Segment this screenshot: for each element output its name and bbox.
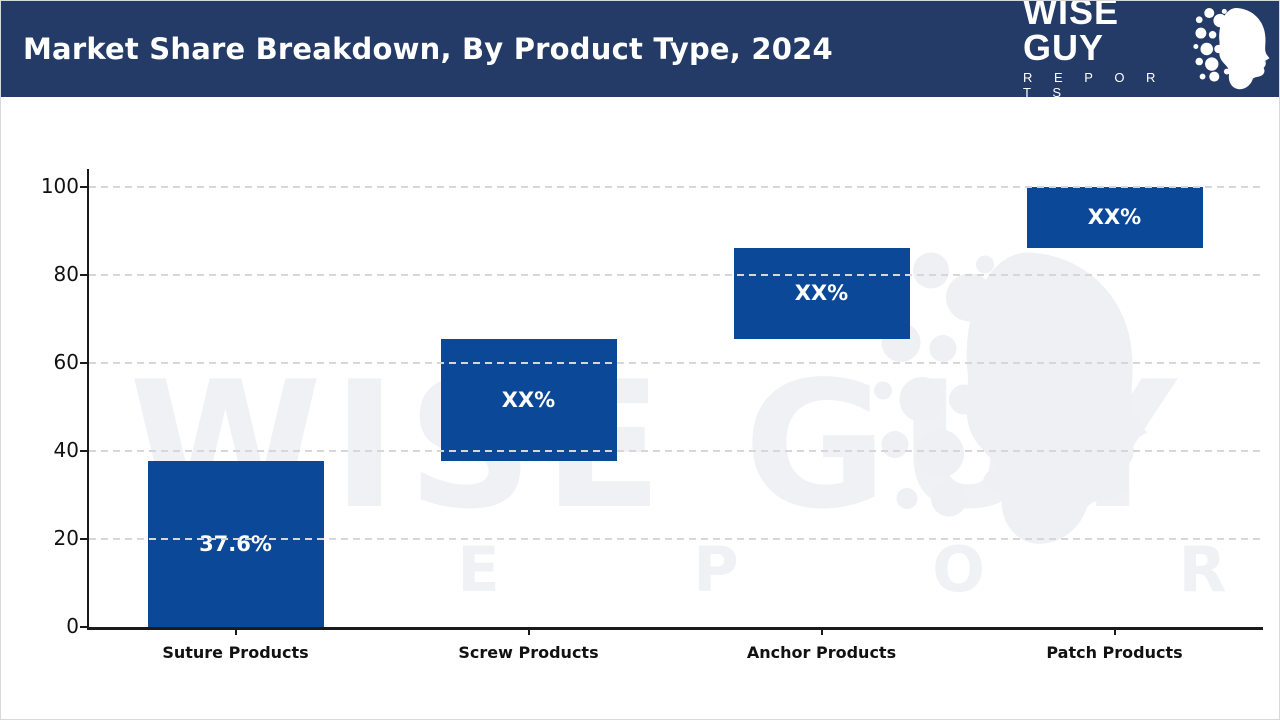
- chart-title: Market Share Breakdown, By Product Type,…: [23, 32, 833, 66]
- watermark-face-profile-icon: [874, 252, 1147, 544]
- bar-suture-products: 37.6%: [147, 461, 324, 627]
- y-tick-mark-100: [80, 185, 88, 188]
- watermark-subtitle: R E P O R T S: [216, 533, 1279, 606]
- bar-value-label-screw-products: XX%: [501, 387, 556, 412]
- y-tick-mark-60: [80, 361, 88, 364]
- face-profile-icon: [1193, 8, 1270, 90]
- y-tick-label-100: 100: [40, 173, 79, 198]
- gridline-100: [89, 185, 1261, 188]
- x-axis-line: [87, 627, 1263, 630]
- chart-canvas: WISE GUY R E P O R T S 02040608010037.6%…: [1, 97, 1279, 719]
- bar-value-label-suture-products: 37.6%: [199, 532, 272, 557]
- x-tick-mark-screw-products: [527, 627, 530, 635]
- y-tick-label-0: 0: [66, 614, 79, 638]
- y-axis-line: [87, 169, 89, 629]
- bar-screw-products: XX%: [440, 338, 617, 462]
- y-tick-label-60: 60: [53, 349, 79, 374]
- y-tick-label-80: 80: [53, 261, 79, 286]
- x-tick-mark-anchor-products: [820, 627, 823, 635]
- logo-subtitle: R E P O R T S: [1023, 70, 1165, 100]
- wiseguy-logo: WISE GUY R E P O R T S: [1023, 1, 1273, 100]
- bar-value-label-anchor-products: XX%: [794, 281, 849, 306]
- header-band: Market Share Breakdown, By Product Type,…: [1, 1, 1279, 100]
- bar-anchor-products: XX%: [733, 248, 910, 339]
- x-category-label-suture-products: Suture Products: [162, 643, 309, 662]
- y-tick-mark-0: [80, 626, 88, 628]
- bar-value-label-patch-products: XX%: [1087, 205, 1142, 230]
- x-tick-mark-patch-products: [1113, 627, 1116, 635]
- y-tick-mark-20: [80, 537, 88, 540]
- bar-patch-products: XX%: [1026, 186, 1203, 249]
- gridline-80: [89, 273, 1261, 276]
- y-tick-label-20: 20: [53, 525, 79, 550]
- x-category-label-screw-products: Screw Products: [458, 643, 599, 662]
- wiseguy-logo-text: WISE GUY R E P O R T S: [1023, 0, 1189, 100]
- y-tick-mark-40: [80, 449, 88, 452]
- logo-wordmark: WISE GUY: [1023, 0, 1120, 68]
- x-tick-mark-suture-products: [234, 627, 237, 635]
- x-category-label-anchor-products: Anchor Products: [746, 643, 897, 662]
- x-category-label-patch-products: Patch Products: [1046, 643, 1183, 662]
- gridline-60: [89, 361, 1261, 364]
- y-tick-label-40: 40: [53, 437, 79, 462]
- gridline-40: [89, 449, 1261, 452]
- gridline-20: [89, 537, 1261, 540]
- y-tick-mark-80: [80, 273, 88, 276]
